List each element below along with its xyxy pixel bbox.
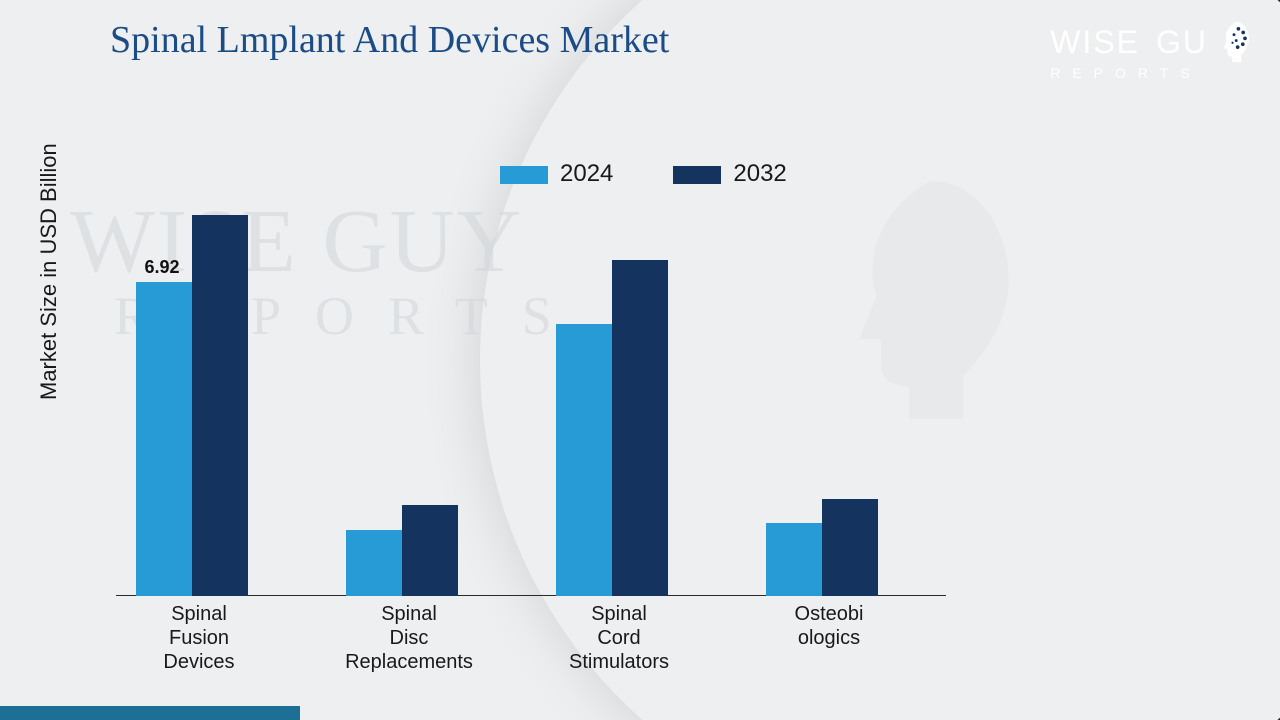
bar-2024 — [556, 324, 612, 596]
brand-gu: GU — [1156, 26, 1208, 58]
bar-2032 — [192, 215, 248, 596]
y-axis-label: Market Size in USD Billion — [36, 143, 62, 400]
x-axis-category-label: SpinalDiscReplacements — [324, 596, 494, 674]
chart-area: Market Size in USD Billion 2024 2032 6.9… — [40, 160, 960, 690]
legend-label-2032: 2032 — [733, 160, 786, 187]
bottom-accent-bar — [0, 706, 300, 720]
legend-item-2032: 2032 — [673, 160, 786, 188]
bar-2024 — [346, 530, 402, 596]
bar-2032 — [612, 260, 668, 596]
brand-logo: WISE GU REPORTS — [1050, 20, 1256, 80]
brand-head-icon — [1212, 20, 1256, 64]
bar-2024 — [136, 282, 192, 596]
brand-reports: REPORTS — [1050, 66, 1256, 80]
bar-2032 — [822, 499, 878, 597]
legend-label-2024: 2024 — [560, 160, 613, 187]
chart-canvas: WISE GU REPORTS Spinal Lmplant And Devic… — [0, 0, 1280, 720]
legend-swatch-2024 — [500, 166, 548, 184]
legend-swatch-2032 — [673, 166, 721, 184]
bar-value-label: 6.92 — [132, 257, 192, 278]
x-axis-category-label: SpinalFusionDevices — [114, 596, 284, 674]
brand-wise: WISE — [1050, 26, 1140, 58]
x-axis-category-label: SpinalCordStimulators — [534, 596, 704, 674]
legend: 2024 2032 — [500, 160, 787, 188]
bar-2024 — [766, 523, 822, 596]
plot-region: 6.92SpinalFusionDevicesSpinalDiscReplace… — [116, 206, 946, 596]
brand-line1: WISE GU — [1050, 20, 1256, 64]
chart-title: Spinal Lmplant And Devices Market — [110, 18, 669, 62]
x-axis-category-label: Osteobiologics — [744, 596, 914, 650]
bar-2032 — [402, 505, 458, 596]
legend-item-2024: 2024 — [500, 160, 613, 188]
